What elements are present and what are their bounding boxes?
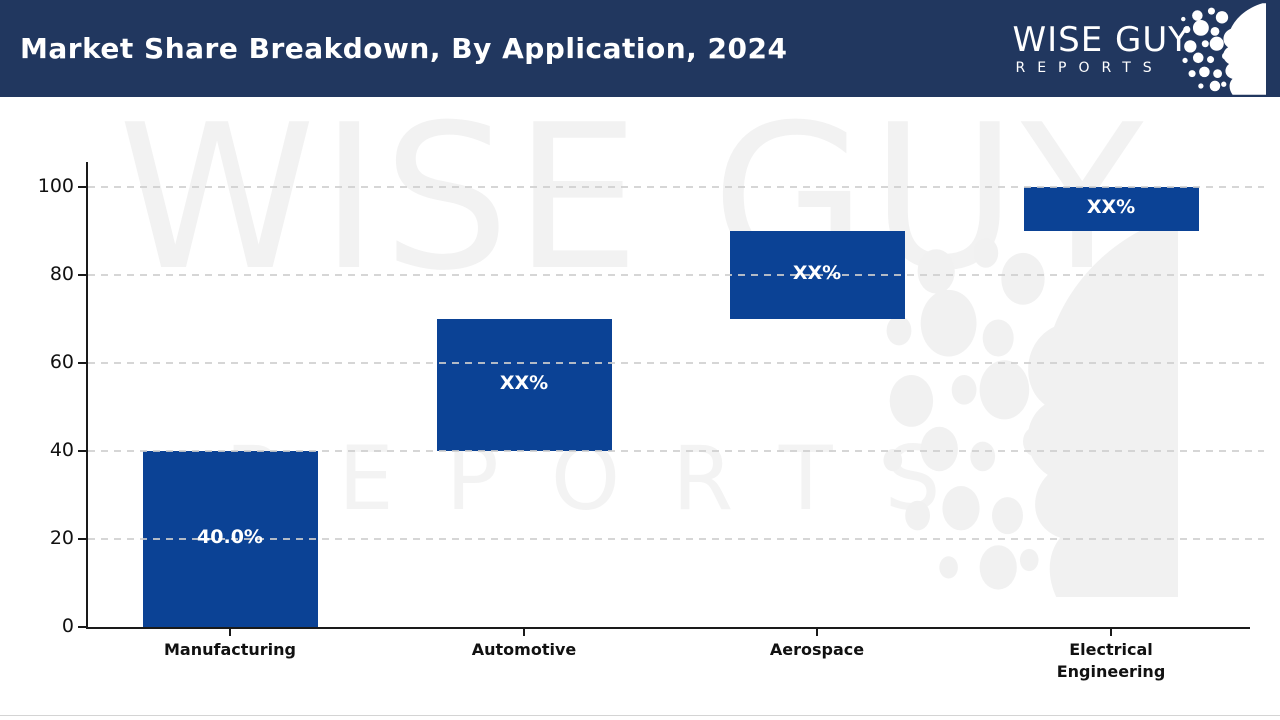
y-tick-mark — [78, 362, 87, 364]
y-tick-label: 100 — [37, 175, 74, 197]
bar-electrical-engineering — [1023, 187, 1199, 231]
bar-value-label: XX% — [1086, 196, 1136, 218]
y-tick-mark — [78, 186, 87, 188]
x-tick-mark — [229, 629, 231, 636]
y-axis-line — [86, 162, 88, 629]
gridline — [88, 362, 1264, 364]
bar-value-label: 40.0% — [197, 526, 263, 548]
gridline — [88, 186, 1264, 188]
y-tick-label: 20 — [49, 527, 74, 549]
y-tick-label: 40 — [49, 439, 74, 461]
header-bar: Market Share Breakdown, By Application, … — [0, 0, 1280, 97]
watermark: WISE GUY REPORTS — [0, 97, 1280, 720]
page-title: Market Share Breakdown, By Application, … — [20, 32, 788, 65]
watermark-wordmark: WISE GUY — [118, 97, 1148, 315]
bottom-border — [0, 715, 1280, 716]
y-tick-mark — [78, 274, 87, 276]
wise-guy-reports-logo: WISE GUY REPORTS — [1012, 2, 1266, 95]
x-tick-mark — [1110, 629, 1112, 636]
x-tick-mark — [523, 629, 525, 636]
y-tick-mark — [78, 538, 87, 540]
x-category-label: Aerospace — [769, 640, 865, 659]
bar-value-label: XX% — [499, 372, 549, 394]
bar-automotive — [436, 319, 612, 451]
bar-value-label: XX% — [792, 262, 842, 284]
x-category-label: Automotive — [471, 640, 577, 659]
y-tick-mark — [78, 450, 87, 452]
y-tick-label: 80 — [49, 263, 74, 285]
y-tick-label: 0 — [61, 615, 74, 637]
logo-text: WISE GUY REPORTS — [1012, 23, 1190, 75]
logo-subtitle: REPORTS — [1015, 59, 1164, 76]
y-tick-mark — [78, 626, 87, 628]
y-tick-label: 60 — [49, 351, 74, 373]
x-axis-line — [86, 627, 1250, 629]
gridline — [88, 450, 1264, 452]
logo-face-icon — [1181, 2, 1266, 95]
gridline — [88, 274, 1264, 276]
logo-wordmark: WISE GUY — [1012, 19, 1190, 60]
x-tick-mark — [816, 629, 818, 636]
x-category-label: Manufacturing — [164, 640, 296, 659]
x-category-label: Electrical Engineering — [1056, 640, 1166, 681]
gridline — [88, 538, 1264, 540]
